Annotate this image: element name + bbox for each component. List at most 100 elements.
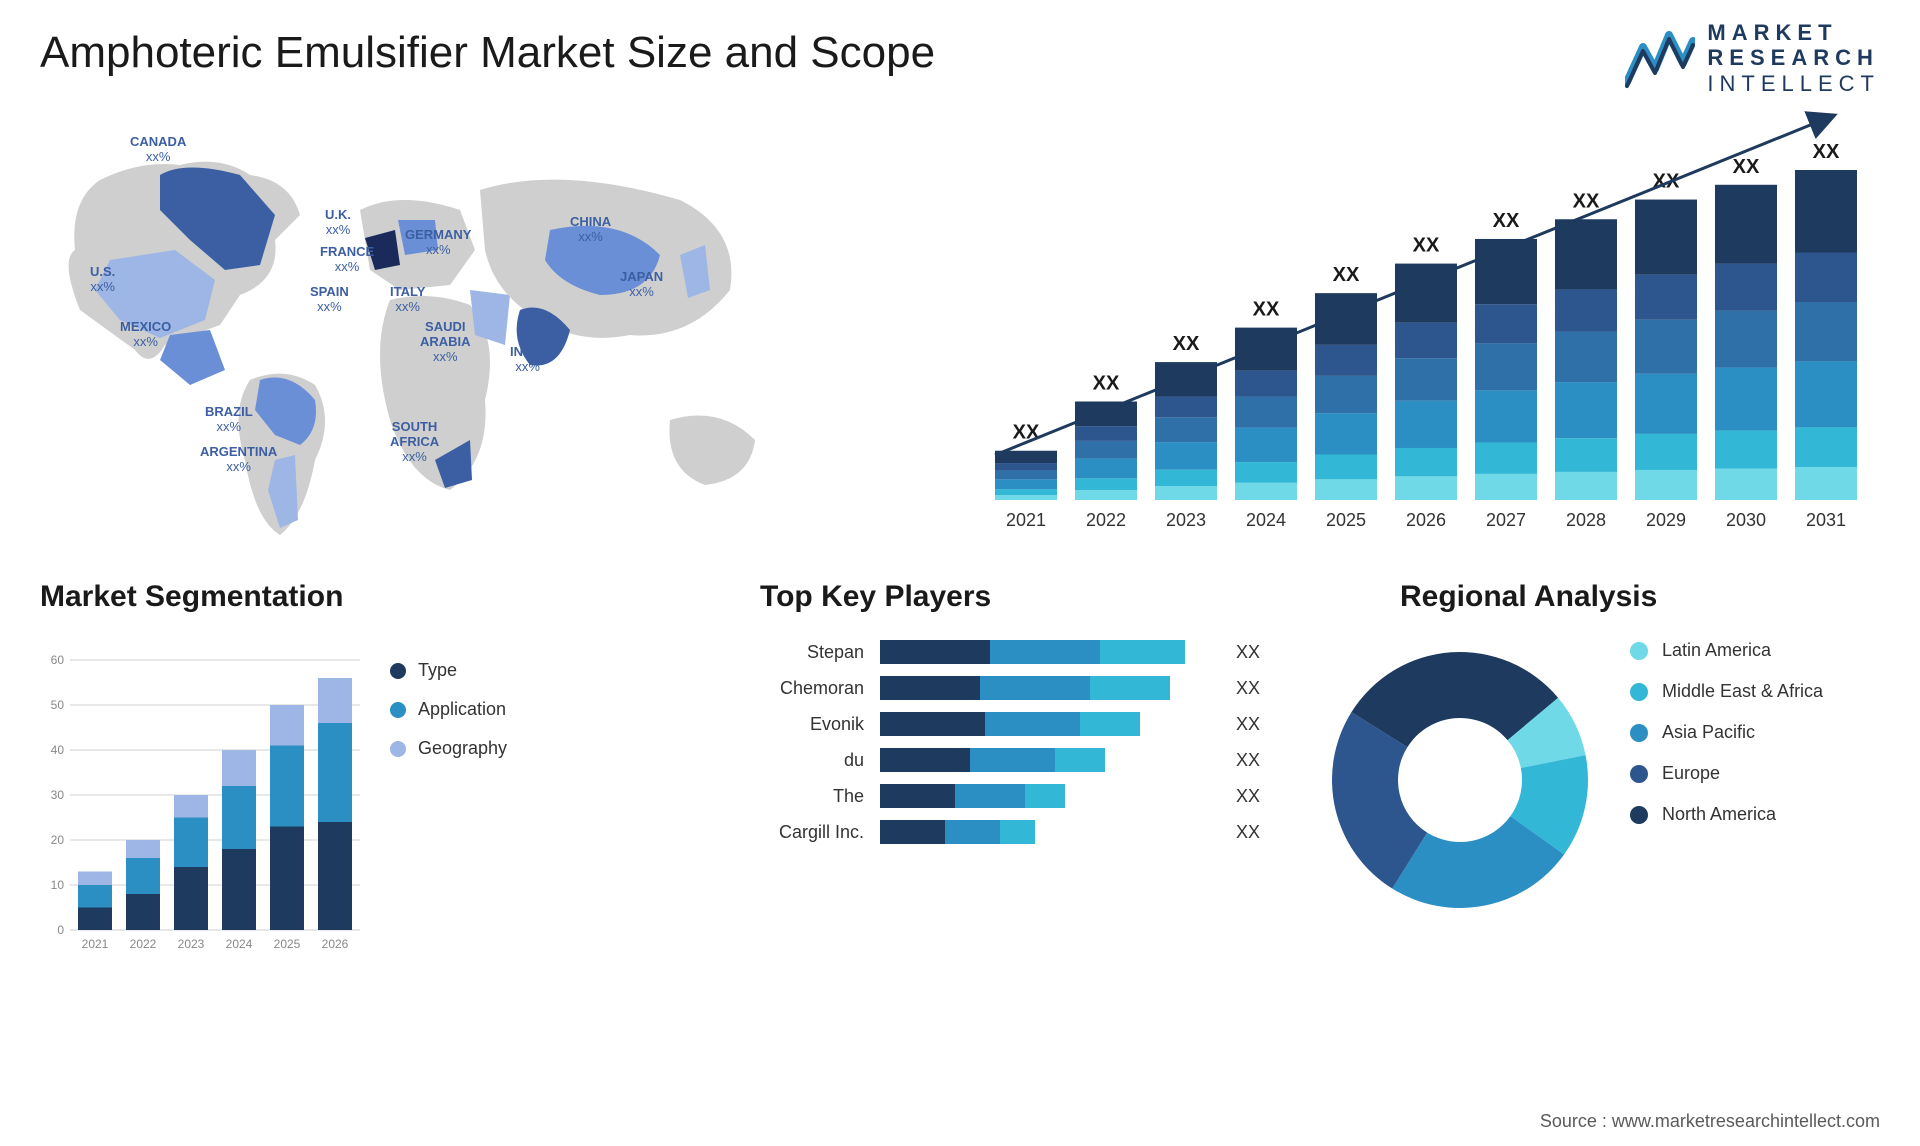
legend-swatch [1630, 724, 1648, 742]
bar-segment [1315, 479, 1377, 500]
player-bar-segment [1000, 820, 1035, 844]
player-name: The [740, 786, 880, 807]
bar-segment [1075, 441, 1137, 459]
seg-bar-segment [174, 867, 208, 930]
seg-bar-segment [318, 678, 352, 723]
legend-swatch [1630, 806, 1648, 824]
bar-year-label: 2022 [1086, 510, 1126, 530]
seg-bar-segment [174, 818, 208, 868]
bar-segment [1555, 382, 1617, 438]
bar-segment [1795, 302, 1857, 361]
bar-segment [1635, 434, 1697, 470]
map-label: ITALYxx% [390, 285, 425, 315]
player-value-label: XX [1236, 786, 1260, 807]
bar-segment [1715, 264, 1777, 311]
bar-segment [1475, 343, 1537, 390]
map-label: U.S.xx% [90, 265, 115, 295]
bar-value-label: XX [1253, 299, 1280, 321]
legend-label: Type [418, 660, 457, 681]
bar-segment [1795, 253, 1857, 303]
seg-year-label: 2024 [226, 937, 253, 951]
legend-label: Latin America [1662, 640, 1771, 661]
bar-value-label: XX [1333, 264, 1360, 286]
bar-segment [995, 489, 1057, 495]
bar-segment [1395, 476, 1457, 500]
bar-year-label: 2030 [1726, 510, 1766, 530]
y-tick-label: 10 [51, 878, 65, 892]
legend-swatch [1630, 765, 1648, 783]
regional-legend: Latin AmericaMiddle East & AfricaAsia Pa… [1630, 640, 1823, 845]
bar-segment [1475, 474, 1537, 500]
bar-segment [1555, 438, 1617, 472]
world-map: CANADAxx%U.S.xx%MEXICOxx%BRAZILxx%ARGENT… [40, 120, 940, 550]
player-value-label: XX [1236, 642, 1260, 663]
player-name: Evonik [740, 714, 880, 735]
player-row: EvonikXX [740, 712, 1300, 736]
bar-segment [1795, 427, 1857, 467]
player-bar [880, 820, 1220, 844]
bar-year-label: 2031 [1806, 510, 1846, 530]
player-bar [880, 748, 1220, 772]
bar-segment [1555, 332, 1617, 383]
logo-line1: MARKET [1707, 20, 1880, 45]
y-tick-label: 40 [51, 743, 65, 757]
player-value-label: XX [1236, 822, 1260, 843]
legend-label: Europe [1662, 763, 1720, 784]
map-label: U.K.xx% [325, 208, 351, 238]
legend-item: Geography [390, 738, 507, 759]
bar-segment [1555, 219, 1617, 289]
player-bar-segment [970, 748, 1055, 772]
bar-year-label: 2026 [1406, 510, 1446, 530]
players-heading: Top Key Players [760, 580, 991, 614]
bar-segment [1075, 426, 1137, 441]
player-name: Stepan [740, 642, 880, 663]
seg-bar-segment [126, 894, 160, 930]
seg-bar-segment [78, 872, 112, 886]
segmentation-legend: Type Application Geography [390, 660, 507, 777]
player-bar-segment [1090, 676, 1170, 700]
logo-line3: INTELLECT [1707, 71, 1880, 96]
player-bar-segment [1055, 748, 1105, 772]
legend-swatch [390, 702, 406, 718]
seg-bar-segment [174, 795, 208, 818]
bar-segment [1555, 472, 1617, 500]
bar-segment [1315, 293, 1377, 345]
bar-value-label: XX [1813, 141, 1840, 163]
map-label: FRANCExx% [320, 245, 374, 275]
seg-year-label: 2021 [82, 937, 109, 951]
bar-value-label: XX [1093, 372, 1120, 394]
legend-label: Application [418, 699, 506, 720]
legend-swatch [1630, 642, 1648, 660]
seg-bar-segment [126, 858, 160, 894]
bar-year-label: 2021 [1006, 510, 1046, 530]
seg-bar-segment [126, 840, 160, 858]
bar-segment [1315, 345, 1377, 376]
segmentation-heading: Market Segmentation [40, 580, 343, 614]
player-bar-segment [980, 676, 1090, 700]
legend-swatch [1630, 683, 1648, 701]
y-tick-label: 50 [51, 698, 65, 712]
bar-segment [1795, 361, 1857, 427]
bar-segment [1715, 368, 1777, 431]
legend-label: Asia Pacific [1662, 722, 1755, 743]
player-name: Chemoran [740, 678, 880, 699]
seg-bar-segment [318, 822, 352, 930]
player-row: Stepan XX [740, 640, 1300, 664]
player-name: Cargill Inc. [740, 822, 880, 843]
bar-year-label: 2025 [1326, 510, 1366, 530]
bar-segment [1075, 490, 1137, 500]
map-label: SPAINxx% [310, 285, 349, 315]
bar-segment [995, 479, 1057, 489]
bar-segment [1795, 170, 1857, 253]
seg-bar-segment [222, 849, 256, 930]
segmentation-chart: 0102030405060202120222023202420252026 [40, 640, 370, 960]
bar-segment [1155, 442, 1217, 470]
bar-segment [1075, 459, 1137, 479]
legend-item: Europe [1630, 763, 1823, 784]
bar-segment [1235, 397, 1297, 428]
bar-year-label: 2028 [1566, 510, 1606, 530]
bar-value-label: XX [1413, 235, 1440, 257]
bar-segment [1395, 448, 1457, 476]
player-row: Cargill Inc. XX [740, 820, 1300, 844]
bar-segment [1155, 486, 1217, 500]
